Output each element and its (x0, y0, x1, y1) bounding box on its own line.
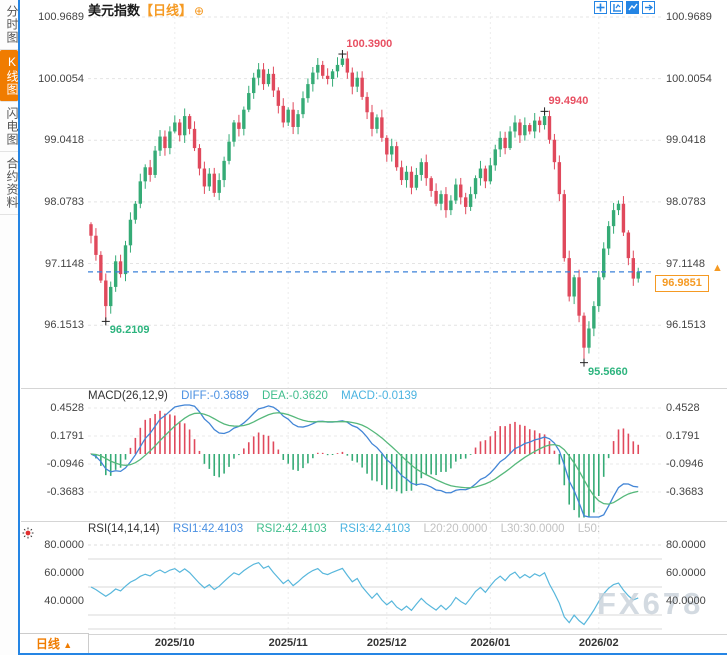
candlestick-chart-canvas[interactable] (20, 0, 727, 655)
rsi1-value: RSI1:42.4103 (172, 523, 244, 535)
axis-label: 0.4528 (666, 402, 700, 414)
axis-label: 97.1148 (666, 257, 705, 270)
axis-label: 80.0000 (44, 539, 84, 551)
macd-legend: MACD(26,12,9) DIFF:-0.3689 DEA:-0.3620 M… (88, 390, 658, 402)
axis-label: -0.0946 (46, 458, 84, 470)
macd-diff-value: DIFF:-0.3689 (181, 390, 249, 402)
chevron-up-icon: ▲ (63, 640, 73, 650)
rsi-legend: RSI(14,14,14) RSI1:42.4103 RSI2:42.4103 … (88, 523, 658, 535)
axis-label: 99.0418 (44, 134, 84, 147)
indicator-settings-icon[interactable] (22, 527, 34, 539)
axis-label: -0.0946 (666, 458, 704, 470)
axis-label: 100.0054 (666, 72, 712, 85)
macd-title: MACD(26,12,9) (88, 390, 168, 402)
macd-macd-value: MACD:-0.0139 (341, 390, 418, 402)
rsi-l30-value: L30:30.0000 (500, 523, 565, 535)
add-indicator-icon[interactable]: ⊕ (194, 4, 205, 18)
axis-label: -0.3683 (666, 486, 704, 498)
frame-bottom-border (20, 653, 727, 655)
rsi-title: RSI(14,14,14) (88, 523, 160, 535)
symbol-title: 美元指数 (88, 3, 141, 18)
period-tab-daily[interactable]: 日线 ▲ (20, 633, 89, 654)
axis-label: 100.0054 (38, 72, 84, 85)
axis-label: 0.1791 (50, 430, 84, 442)
exit-fullscreen-icon[interactable] (642, 1, 656, 14)
chart-header: 美元指数【日线】 ⊕ (88, 0, 204, 19)
rsi-l50-value: L50: (577, 523, 601, 535)
x-axis-date-label: 2025/10 (154, 637, 195, 649)
axis-label: 80.0000 (666, 539, 706, 551)
sidebar-item-contract-info[interactable]: 合约资料 (0, 152, 19, 215)
price-extreme-annotation: 100.3900 (346, 38, 393, 51)
sidebar-item-time-chart[interactable]: 分时图 (0, 0, 19, 50)
macd-dea-value: DEA:-0.3620 (262, 390, 328, 402)
axis-label: 99.0418 (666, 134, 706, 147)
axis-label: 100.9689 (38, 11, 84, 23)
axis-label: 97.1148 (45, 257, 84, 270)
axis-label: 98.0783 (666, 195, 706, 208)
axis-label: 60.0000 (666, 567, 706, 579)
period-tag: 【日线】 (140, 3, 193, 18)
rsi3-value: RSI3:42.4103 (339, 523, 411, 535)
axis-scale-icon[interactable] (610, 1, 624, 14)
price-up-arrow-icon: ▲ (712, 262, 723, 274)
sidebar-item-lightning-chart[interactable]: 闪电图 (0, 102, 19, 152)
axis-label: 60.0000 (44, 567, 84, 579)
rsi-l20-value: L20:20.0000 (423, 523, 488, 535)
price-extreme-annotation: 99.4940 (548, 95, 589, 108)
x-axis-date-label: 2026/01 (470, 637, 511, 649)
chart-style-icon[interactable] (626, 1, 640, 14)
x-axis-date-label: 2025/11 (268, 637, 308, 649)
chart-type-sidebar: 分时图 K线图 闪电图 合约资料 (0, 0, 20, 655)
axis-label: 40.0000 (666, 595, 706, 607)
chart-toolbar (594, 1, 656, 14)
x-axis-date-label: 2025/12 (366, 637, 407, 649)
axis-label: 98.0783 (44, 195, 84, 208)
price-extreme-annotation: 96.2109 (109, 324, 150, 337)
axis-label: 40.0000 (44, 595, 84, 607)
chart-region[interactable]: 美元指数【日线】 ⊕ (20, 0, 727, 655)
rsi2-value: RSI2:42.4103 (256, 523, 327, 535)
axis-label: 96.1513 (666, 319, 706, 332)
axis-label: 0.1791 (666, 430, 700, 442)
axis-label: 0.4528 (50, 402, 84, 414)
x-axis-date-label: 2026/02 (578, 637, 619, 649)
axis-label: -0.3683 (46, 486, 84, 498)
sidebar-item-kline-chart[interactable]: K线图 (0, 50, 19, 102)
price-extreme-annotation: 95.5660 (588, 365, 628, 378)
last-price-box: 96.9851 (655, 275, 709, 292)
axis-label: 96.1513 (44, 319, 84, 332)
axis-label: 100.9689 (666, 11, 712, 23)
period-tab-label: 日线 (35, 637, 60, 651)
crosshair-icon[interactable] (594, 1, 608, 14)
